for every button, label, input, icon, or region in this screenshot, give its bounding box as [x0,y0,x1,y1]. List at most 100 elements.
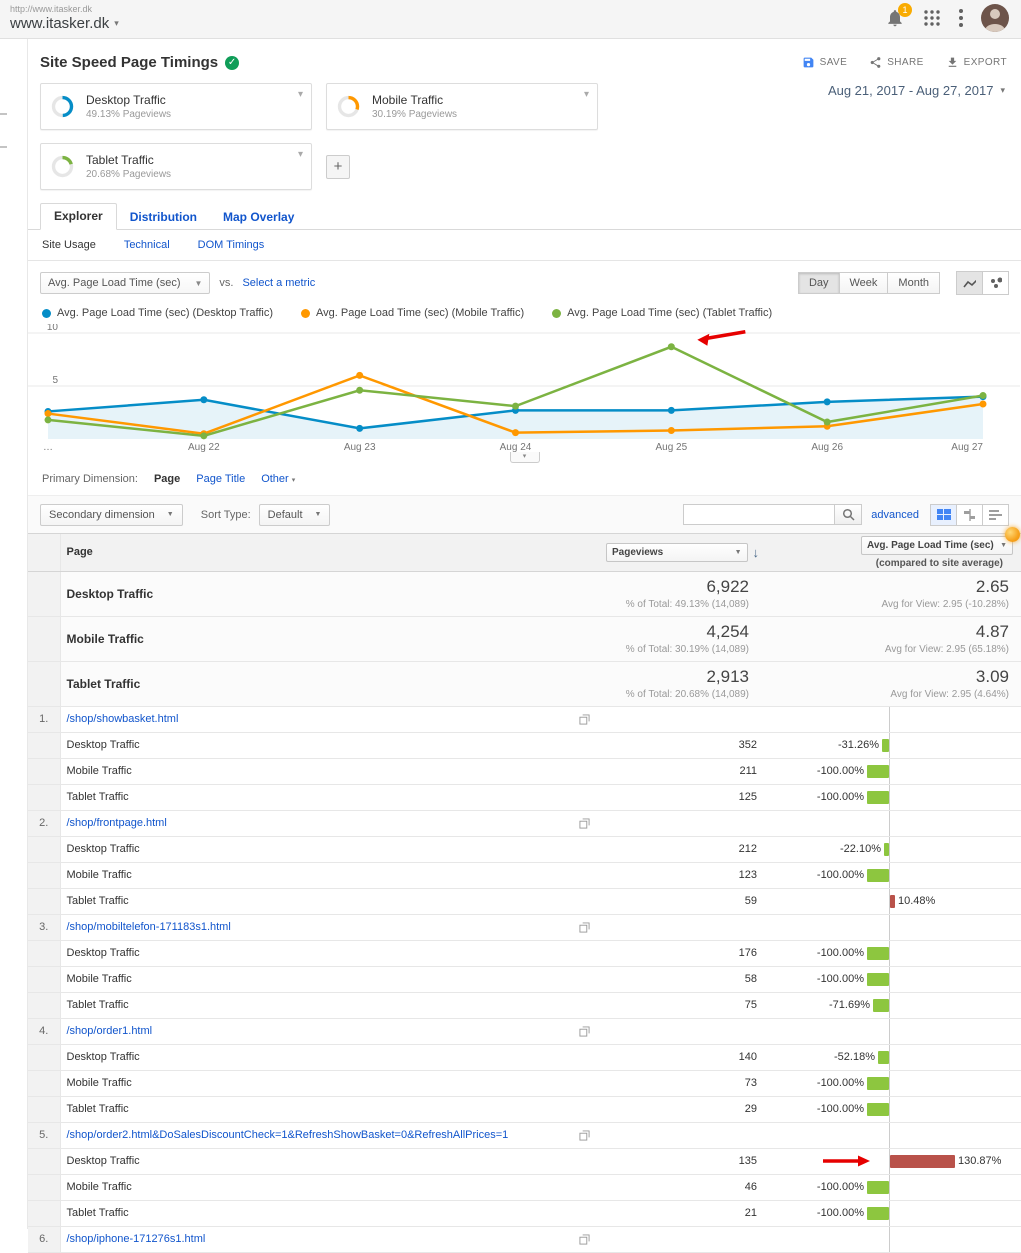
column-header-pageviews: Pageviews ▼ ↓ [600,534,765,572]
share-button[interactable]: SHARE [869,56,923,69]
segment-row-label: Tablet Traffic [66,791,129,803]
pageviews-column-selector[interactable]: Pageviews ▼ [606,542,748,562]
segment-sub-row: Mobile Traffic 211 -100.00% [28,758,1021,785]
segments-section: Desktop Traffic 49.13% Pageviews ▾ Mobil… [28,77,1021,190]
pivot-icon[interactable] [579,817,590,829]
date-range-selector[interactable]: Aug 21, 2017 - Aug 27, 2017 ▾ [827,83,1005,98]
legend-item-desktop: Avg. Page Load Time (sec) (Desktop Traff… [42,307,273,319]
dimension-page[interactable]: Page [153,473,181,485]
chevron-down-icon[interactable]: ▾ [297,89,303,100]
pivot-icon[interactable] [579,1233,590,1245]
deviation-bar [890,1154,955,1168]
annotation-arrow [823,1155,870,1167]
page-link[interactable]: /shop/order1.html [66,1025,153,1038]
row-index: 5. [28,1122,61,1149]
granularity-week[interactable]: Week [838,272,889,294]
dimension-other[interactable]: Other ▾ [261,473,296,485]
page-link[interactable]: /shop/showbasket.html [66,713,179,726]
comparison-view-icon[interactable] [956,503,983,526]
bar-axis [889,758,890,784]
collapsed-sidebar[interactable] [0,39,28,1229]
data-view-icon[interactable] [930,503,957,526]
search-input[interactable] [683,504,836,525]
legend-dot [42,308,51,318]
summary-label: Mobile Traffic [66,631,144,646]
more-options-icon[interactable] [959,9,963,27]
bar-axis [889,966,890,992]
bar-axis [889,1174,890,1200]
sort-type-button[interactable]: Default ▼ [258,503,331,526]
timeseries-chart: 5 10 … Aug 22 Aug 23 Aug 24 Aug 25 Aug 26 Aug 27… [28,319,1021,463]
segment-card-mobile[interactable]: Mobile Traffic 30.19% Pageviews ▾ [326,83,598,130]
segment-subtitle: 30.19% Pageviews [372,109,458,120]
tab-map-overlay[interactable]: Map Overlay [223,210,295,224]
deviation-bar [878,1050,889,1064]
chevron-down-icon[interactable]: ▾ [583,89,589,100]
pivot-icon[interactable] [579,1025,590,1037]
chart-collapse-handle[interactable]: ▾ [509,452,540,463]
add-segment-button[interactable]: + [326,154,350,179]
sidebar-tick [0,113,7,115]
subtab-site-usage[interactable]: Site Usage [42,239,96,251]
granularity-month[interactable]: Month [887,272,940,294]
chevron-down-icon: ▼ [194,278,203,288]
column-header-page[interactable]: Page [60,534,600,572]
save-button[interactable]: SAVE [802,56,848,69]
insight-indicator[interactable] [1005,527,1020,542]
table-row: 5. /shop/order2.html&DoSalesDiscountCheck… [28,1122,1021,1149]
summary-metric: 3.09 [975,667,1009,686]
select-metric-link[interactable]: Select a metric [242,277,316,289]
subtab-dom-timings[interactable]: DOM Timings [197,239,265,251]
summary-pageviews: 6,922 [706,577,749,596]
export-button[interactable]: EXPORT [946,56,1007,69]
metric-column-selector[interactable]: Avg. Page Load Time (sec) ▼ [861,535,1013,555]
search-button[interactable] [835,504,863,525]
apps-grid-icon[interactable] [923,9,941,27]
line-chart[interactable]: 5 10 … Aug 22 Aug 23 Aug 24 Aug 25 Aug 26 Aug 27 [28,324,1020,454]
subtab-technical[interactable]: Technical [123,239,170,251]
table-row: 2. /shop/frontpage.html [28,810,1021,837]
bar-axis [889,888,890,914]
chevron-down-icon[interactable]: ▾ [297,149,303,160]
segment-row-label: Tablet Traffic [66,1207,129,1219]
motion-chart-icon[interactable] [982,271,1009,295]
bar-axis [889,810,890,836]
sidebar-tick [0,146,7,148]
pivot-icon[interactable] [579,921,590,933]
segment-sub-row: Desktop Traffic 176 -100.00% [28,940,1021,967]
granularity-day[interactable]: Day [797,272,840,294]
chevron-down-icon: ▾ [114,18,119,28]
svg-text:Aug 25: Aug 25 [655,442,687,453]
secondary-dimension-button[interactable]: Secondary dimension ▼ [40,503,183,526]
account-name: www.itasker.dk [10,15,110,32]
pivot-icon[interactable] [579,713,590,725]
page-link[interactable]: /shop/iphone-171276s1.html [66,1233,206,1246]
account-selector[interactable]: www.itasker.dk ▾ [10,15,119,32]
segment-sub-row: Desktop Traffic 140 -52.18% [28,1044,1021,1071]
page-link[interactable]: /shop/frontpage.html [66,817,167,830]
tab-distribution[interactable]: Distribution [129,210,198,224]
line-chart-icon[interactable] [956,271,983,295]
report-header: Site Speed Page Timings ✓ SAVE SHARE EXP… [28,39,1021,77]
deviation-bar [867,764,889,778]
svg-text:10: 10 [47,324,59,333]
table-row: 3. /shop/mobiltelefon-171183s1.html [28,914,1021,941]
metric-selector[interactable]: Avg. Page Load Time (sec) ▼ [40,272,211,294]
segment-row-label: Desktop Traffic [66,1051,140,1063]
pivot-icon[interactable] [579,1129,590,1141]
segment-card-desktop[interactable]: Desktop Traffic 49.13% Pageviews ▾ [40,83,312,130]
segment-row-label: Tablet Traffic [66,1103,129,1115]
page-link[interactable]: /shop/mobiltelefon-171183s1.html [66,921,231,934]
sort-descending-icon[interactable]: ↓ [752,544,760,560]
performance-view-icon[interactable] [982,503,1009,526]
avatar[interactable] [981,4,1009,32]
segment-card-tablet[interactable]: Tablet Traffic 20.68% Pageviews ▾ [40,143,312,190]
notifications-button[interactable]: 1 [885,3,912,28]
segment-sub-row: Desktop Traffic 135 130.87% [28,1148,1021,1175]
tab-explorer[interactable]: Explorer [40,203,117,230]
deviation-value: -100.00% [816,1103,864,1115]
page-link[interactable]: /shop/order2.html&DoSalesDiscountCheck=1… [66,1129,509,1142]
pageviews-value: 125 [600,784,765,811]
dimension-page-title[interactable]: Page Title [196,473,246,485]
advanced-search-link[interactable]: advanced [871,508,919,521]
